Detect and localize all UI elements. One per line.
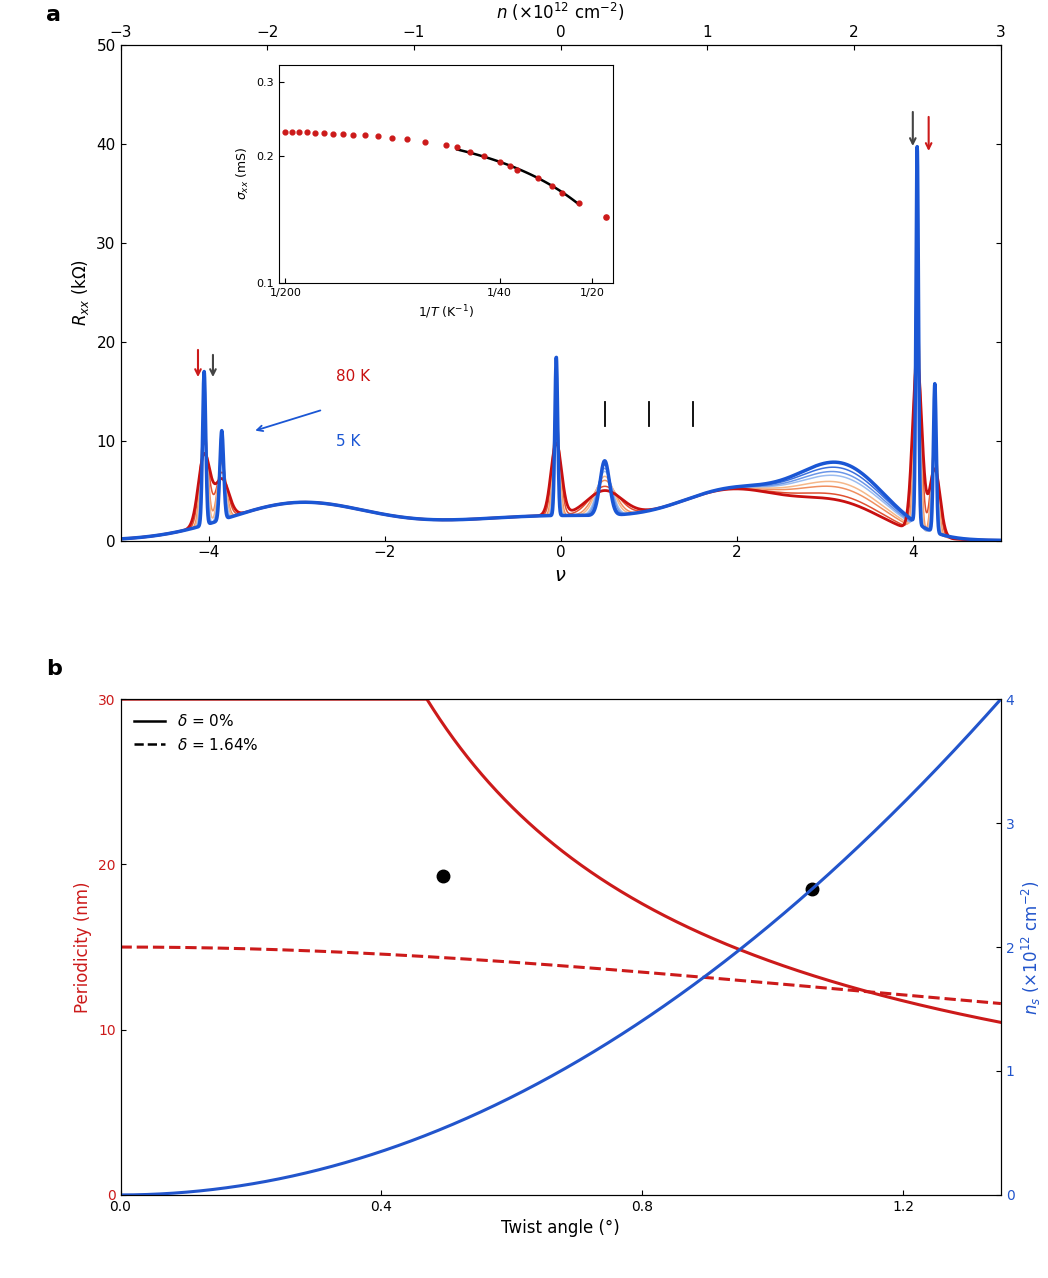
Text: b: b [46, 659, 62, 680]
Y-axis label: $R_{xx}$ (k$\Omega$): $R_{xx}$ (k$\Omega$) [70, 259, 91, 326]
X-axis label: $\nu$: $\nu$ [554, 566, 567, 585]
Legend: $\delta$ = 0%, $\delta$ = 1.64%: $\delta$ = 0%, $\delta$ = 1.64% [128, 707, 265, 759]
Text: 5 K: 5 K [336, 433, 361, 449]
Text: a: a [46, 5, 61, 24]
Y-axis label: $n_s$ ($\times$10$^{12}$ cm$^{-2}$): $n_s$ ($\times$10$^{12}$ cm$^{-2}$) [1020, 879, 1043, 1015]
Text: 80 K: 80 K [336, 369, 370, 385]
Y-axis label: Periodicity (nm): Periodicity (nm) [74, 882, 92, 1012]
X-axis label: $n$ ($\times$10$^{12}$ cm$^{-2}$): $n$ ($\times$10$^{12}$ cm$^{-2}$) [497, 1, 625, 23]
X-axis label: Twist angle (°): Twist angle (°) [501, 1219, 620, 1237]
